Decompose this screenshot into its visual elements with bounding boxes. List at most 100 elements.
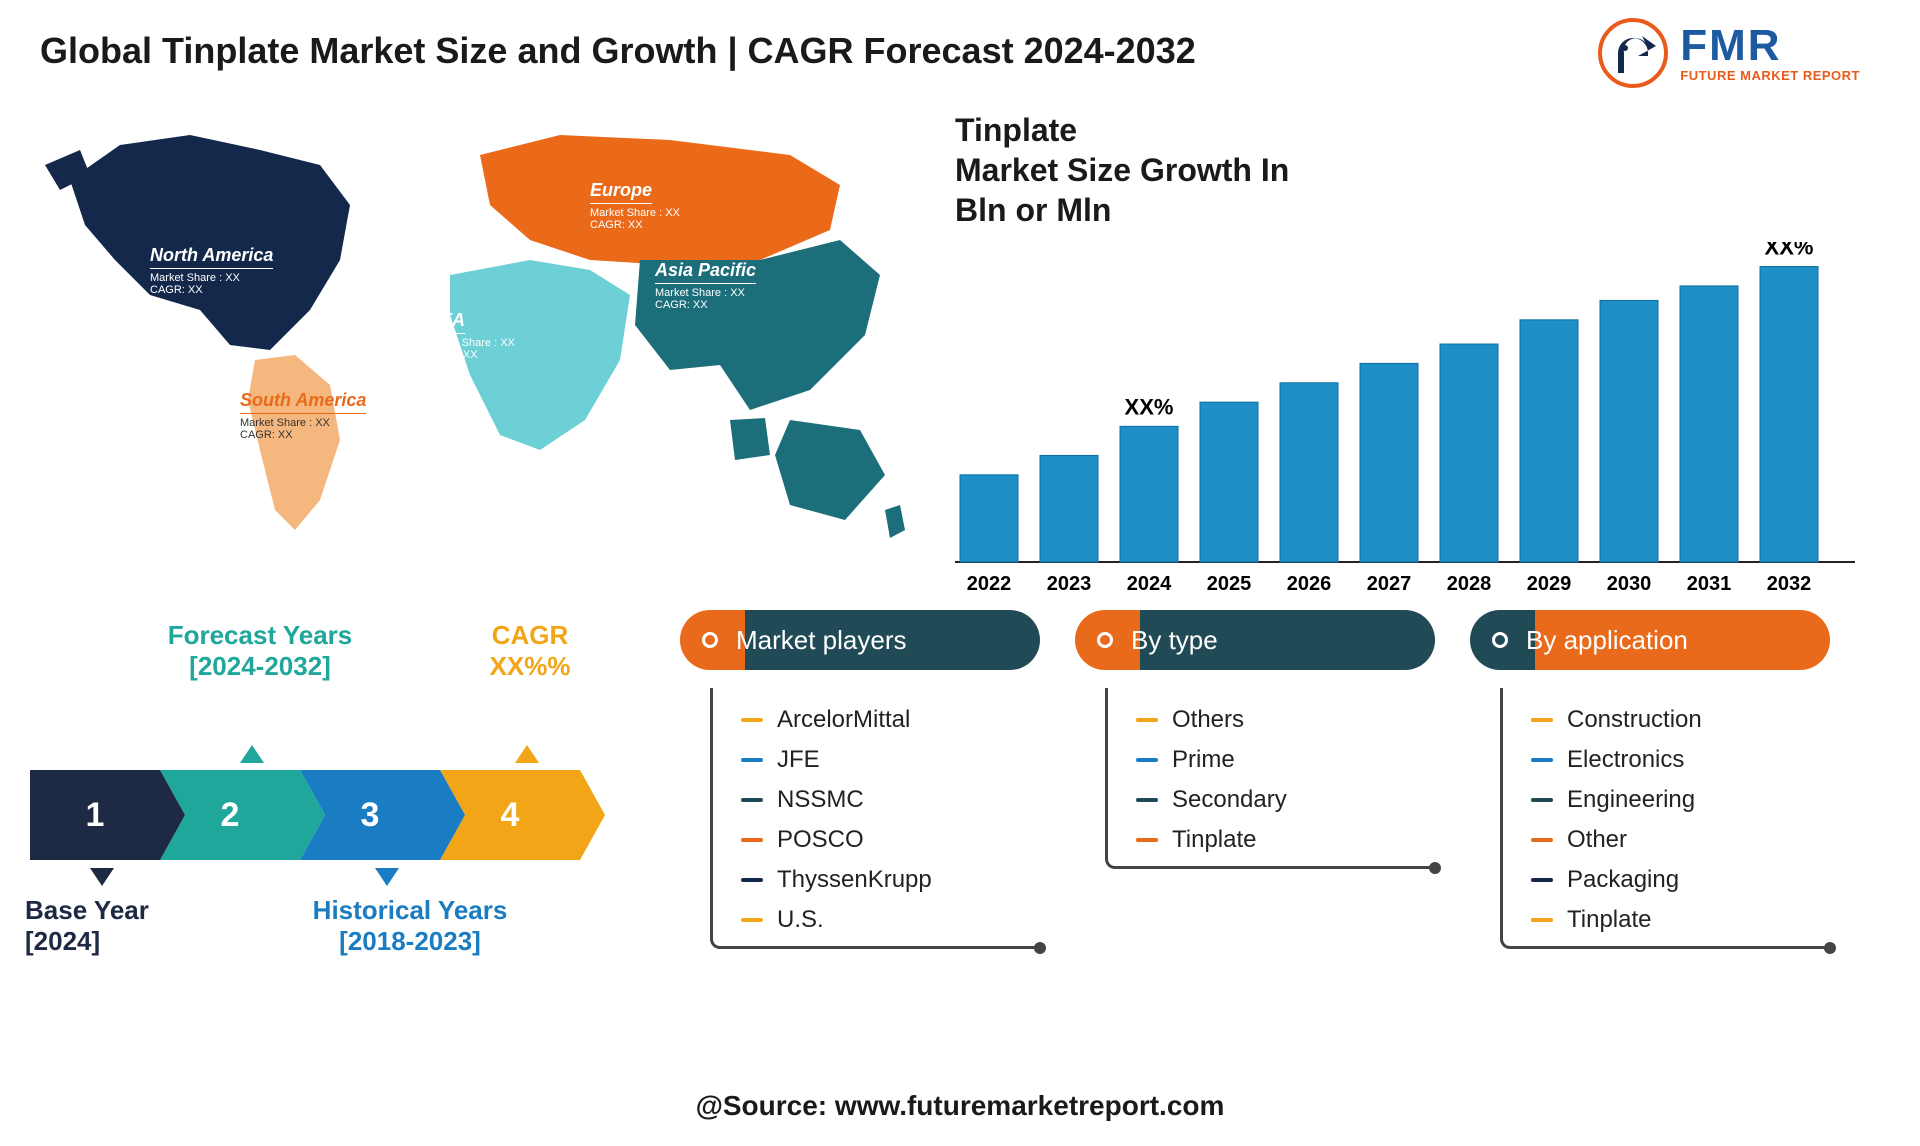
base-line1: Base Year — [25, 895, 195, 926]
item-text: U.S. — [777, 906, 824, 934]
pill-list: Others Prime Secondary Tinplate — [1105, 688, 1435, 869]
item-text: Tinplate — [1567, 906, 1652, 934]
cagr-label: CAGR XX%% — [460, 620, 600, 682]
forecast-label: Forecast Years [2024-2032] — [150, 620, 370, 682]
world-map: North AmericaMarket Share : XXCAGR: XX So… — [30, 110, 910, 550]
pill-title: By type — [1131, 625, 1218, 656]
year-label: 2026 — [1287, 573, 1332, 595]
year-label: 2028 — [1447, 573, 1492, 595]
item-text: JFE — [777, 746, 820, 774]
pill-dot-icon — [1492, 632, 1508, 648]
bar-2031 — [1680, 286, 1738, 562]
tick-icon — [741, 878, 763, 882]
item-text: Secondary — [1172, 786, 1287, 814]
pill-header: Market players — [680, 610, 1040, 670]
chart-title-line: Market Size Growth In — [955, 150, 1855, 190]
bar-2026 — [1280, 383, 1338, 562]
list-item: Engineering — [1531, 780, 1830, 820]
year-label: 2031 — [1687, 573, 1732, 595]
bar-2024 — [1120, 426, 1178, 562]
arrow-up-icon — [240, 745, 264, 763]
page-title: Global Tinplate Market Size and Growth |… — [40, 30, 1196, 72]
pill-column-2: By application Construction Electronics Eng… — [1470, 610, 1830, 949]
item-text: Construction — [1567, 706, 1702, 734]
item-text: ArcelorMittal — [777, 706, 910, 734]
item-text: Others — [1172, 706, 1244, 734]
cagr-line1: CAGR — [460, 620, 600, 651]
bar-2023 — [1040, 455, 1098, 562]
region-label-mea: MEAMarket Share : XXCAGR: XX — [425, 310, 515, 361]
bar-callout: XX% — [1125, 394, 1174, 419]
item-text: Engineering — [1567, 786, 1695, 814]
list-item: ArcelorMittal — [741, 700, 1040, 740]
region-label-south-america: South AmericaMarket Share : XXCAGR: XX — [240, 390, 366, 441]
item-text: Other — [1567, 826, 1627, 854]
bar-2028 — [1440, 344, 1498, 562]
tick-icon — [741, 838, 763, 842]
pill-column-0: Market players ArcelorMittal JFE NSSMC POSCO… — [680, 610, 1040, 949]
arrow-down-icon — [375, 868, 399, 886]
bar-callout: XX% — [1765, 242, 1814, 260]
region-label-north-america: North AmericaMarket Share : XXCAGR: XX — [150, 245, 273, 296]
base-line2: [2024] — [25, 926, 195, 957]
logo: FMR FUTURE MARKET REPORT — [1598, 18, 1860, 88]
tick-icon — [741, 798, 763, 802]
year-label: 2022 — [967, 573, 1012, 595]
logo-icon — [1598, 18, 1668, 88]
list-item: Tinplate — [1531, 900, 1830, 940]
hist-label: Historical Years [2018-2023] — [280, 895, 540, 957]
list-item: JFE — [741, 740, 1040, 780]
bar-2027 — [1360, 363, 1418, 562]
region-label-asia-pacific: Asia PacificMarket Share : XXCAGR: XX — [655, 260, 756, 311]
list-item: Construction — [1531, 700, 1830, 740]
tick-icon — [741, 718, 763, 722]
bar-2032 — [1760, 267, 1818, 562]
tick-icon — [741, 758, 763, 762]
tick-icon — [1531, 918, 1553, 922]
bar-2025 — [1200, 402, 1258, 562]
logo-abbr: FMR — [1680, 24, 1860, 68]
arrow-up-icon — [515, 745, 539, 763]
item-text: ThyssenKrupp — [777, 866, 932, 894]
forecast-line1: Forecast Years — [150, 620, 370, 651]
tick-icon — [1136, 718, 1158, 722]
chart-title-line: Bln or Mln — [955, 190, 1855, 230]
item-text: Packaging — [1567, 866, 1679, 894]
arrow-down-icon — [90, 868, 114, 886]
list-item: Secondary — [1136, 780, 1435, 820]
region-south-america — [248, 355, 340, 530]
item-text: NSSMC — [777, 786, 864, 814]
list-item: Others — [1136, 700, 1435, 740]
list-item: Prime — [1136, 740, 1435, 780]
item-text: Electronics — [1567, 746, 1684, 774]
region-north-america — [45, 135, 350, 350]
pill-list: ArcelorMittal JFE NSSMC POSCO ThyssenKrupp U.… — [710, 688, 1040, 949]
pill-list: Construction Electronics Engineering Other P… — [1500, 688, 1830, 949]
item-text: Prime — [1172, 746, 1235, 774]
pill-title: Market players — [736, 625, 907, 656]
list-item: ThyssenKrupp — [741, 860, 1040, 900]
hist-line1: Historical Years — [280, 895, 540, 926]
list-item: Electronics — [1531, 740, 1830, 780]
list-item: Packaging — [1531, 860, 1830, 900]
pill-title: By application — [1526, 625, 1688, 656]
year-label: 2030 — [1607, 573, 1652, 595]
hist-line2: [2018-2023] — [280, 926, 540, 957]
bar-2022 — [960, 475, 1018, 562]
tick-icon — [1136, 838, 1158, 842]
list-item: POSCO — [741, 820, 1040, 860]
tick-icon — [1531, 878, 1553, 882]
tick-icon — [1531, 838, 1553, 842]
list-item: Other — [1531, 820, 1830, 860]
logo-subtitle: FUTURE MARKET REPORT — [1680, 68, 1860, 83]
tick-icon — [1531, 758, 1553, 762]
bar-2030 — [1600, 300, 1658, 562]
item-text: POSCO — [777, 826, 864, 854]
list-item: NSSMC — [741, 780, 1040, 820]
pill-dot-icon — [702, 632, 718, 648]
tick-icon — [1531, 798, 1553, 802]
item-text: Tinplate — [1172, 826, 1257, 854]
year-label: 2024 — [1127, 573, 1172, 595]
pill-dot-icon — [1097, 632, 1113, 648]
timeline-step-1: 1 — [30, 770, 160, 860]
